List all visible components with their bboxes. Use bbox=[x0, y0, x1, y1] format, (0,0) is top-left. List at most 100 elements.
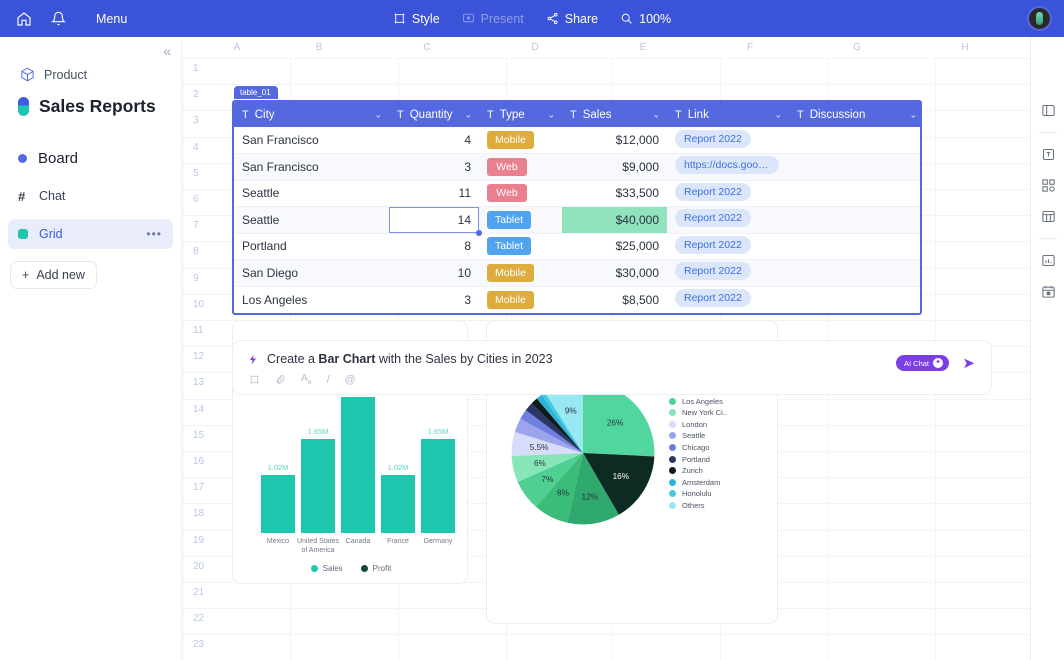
legend-item[interactable]: Others bbox=[669, 500, 727, 512]
chart-icon[interactable] bbox=[1031, 245, 1064, 276]
sidebar-item-board[interactable]: Board bbox=[8, 143, 173, 173]
cell-discussion[interactable] bbox=[789, 259, 920, 287]
column-header-d[interactable]: D bbox=[531, 42, 539, 53]
legend-item[interactable]: London bbox=[669, 419, 727, 431]
chevron-down-icon[interactable]: ⌄ bbox=[652, 109, 660, 119]
sidebar-product[interactable]: Product bbox=[0, 37, 181, 82]
bar-group[interactable]: 1.02M France bbox=[381, 463, 415, 545]
avatar[interactable] bbox=[1027, 6, 1052, 31]
cell-sales[interactable]: $33,500 bbox=[562, 180, 667, 207]
row-header-23[interactable]: 23 bbox=[193, 639, 205, 651]
pie-slice[interactable] bbox=[541, 392, 583, 453]
legend-item[interactable]: Honolulu bbox=[669, 488, 727, 500]
pie-slice[interactable] bbox=[531, 398, 583, 453]
row-header-8[interactable]: 8 bbox=[193, 246, 199, 258]
cell-type[interactable]: Tablet bbox=[479, 206, 562, 234]
cell-link[interactable]: Report 2022 bbox=[667, 286, 789, 313]
column-header-b[interactable]: B bbox=[315, 42, 323, 53]
link-pill[interactable]: Report 2022 bbox=[675, 182, 751, 201]
cell-quantity[interactable]: 8 bbox=[389, 233, 479, 260]
legend-item[interactable]: Amsterdam bbox=[669, 477, 727, 489]
cell-quantity[interactable]: 4 bbox=[389, 127, 479, 154]
cell-quantity[interactable]: 14 bbox=[389, 206, 482, 235]
link-pill[interactable]: Report 2022 bbox=[675, 235, 751, 254]
table-column-header-link[interactable]: T Link ⌄ bbox=[667, 102, 789, 127]
cell-city[interactable]: San Diego bbox=[234, 259, 389, 287]
cell-city[interactable]: San Francisco bbox=[234, 153, 389, 181]
row-header-15[interactable]: 15 bbox=[193, 429, 205, 441]
column-header-h[interactable]: H bbox=[961, 42, 969, 53]
row-header-21[interactable]: 21 bbox=[193, 587, 205, 598]
sidebar-item-chat[interactable]: # Chat bbox=[8, 181, 173, 211]
menu-button[interactable]: Menu bbox=[96, 11, 128, 26]
row-header-14[interactable]: 14 bbox=[193, 403, 205, 415]
table-column-header-city[interactable]: T City ⌄ bbox=[234, 102, 389, 127]
ai-chat-badge[interactable]: AI Chat ✦ bbox=[895, 355, 949, 371]
share-button[interactable]: Share bbox=[546, 12, 598, 26]
link-pill[interactable]: Report 2022 bbox=[675, 262, 751, 281]
bar[interactable]: 1.02M bbox=[261, 463, 295, 533]
calendar-icon[interactable] bbox=[1031, 276, 1064, 307]
cell-discussion[interactable] bbox=[789, 286, 920, 313]
pie-slice[interactable] bbox=[520, 410, 583, 453]
table-row[interactable]: Seattle 11 Web $33,500 Report 2022 bbox=[234, 180, 920, 207]
bar-group[interactable]: 2.39M Canada bbox=[341, 385, 375, 545]
row-header-7[interactable]: 7 bbox=[193, 220, 199, 232]
sidebar-item-grid[interactable]: Grid ••• bbox=[8, 219, 173, 249]
cell-link[interactable]: https://docs.goog... bbox=[667, 153, 789, 181]
cell-quantity[interactable]: 11 bbox=[389, 180, 479, 207]
cell-sales[interactable]: $9,000 bbox=[562, 153, 667, 181]
chevron-down-icon[interactable]: ⌄ bbox=[909, 109, 917, 119]
table-column-header-type[interactable]: T Type ⌄ bbox=[479, 102, 562, 127]
column-header-g[interactable]: G bbox=[853, 42, 861, 53]
cell-quantity[interactable]: 3 bbox=[389, 153, 479, 181]
column-header-e[interactable]: E bbox=[639, 42, 647, 53]
link-pill[interactable]: Report 2022 bbox=[675, 289, 751, 307]
cell-type[interactable]: Mobile bbox=[479, 286, 562, 313]
bar-group[interactable]: 1.65M United States of America bbox=[297, 427, 339, 554]
cell-sales[interactable]: $12,000 bbox=[562, 127, 667, 154]
bar-group[interactable]: 1.02M Mexico bbox=[261, 463, 295, 545]
row-header-9[interactable]: 9 bbox=[193, 272, 199, 284]
cell-discussion[interactable] bbox=[789, 127, 920, 154]
table-row[interactable]: San Francisco 4 Mobile $12,000 Report 2022 bbox=[234, 127, 920, 154]
link-pill[interactable]: Report 2022 bbox=[675, 209, 751, 228]
pie-slice[interactable] bbox=[511, 431, 583, 457]
cell-discussion[interactable] bbox=[789, 206, 920, 234]
legend-item[interactable]: Sales bbox=[310, 564, 343, 573]
bar[interactable]: 1.65M bbox=[301, 427, 335, 533]
mention-icon[interactable]: @ bbox=[344, 373, 356, 386]
pie-slice[interactable] bbox=[545, 381, 583, 453]
chevron-down-icon[interactable]: ⌄ bbox=[774, 109, 782, 119]
link-pill[interactable]: https://docs.goog... bbox=[675, 156, 779, 175]
table-icon[interactable] bbox=[1031, 201, 1064, 232]
cell-sales[interactable]: $25,000 bbox=[562, 233, 667, 260]
row-header-1[interactable]: 1 bbox=[193, 63, 199, 74]
cell-city[interactable]: San Francisco bbox=[234, 127, 389, 154]
row-header-17[interactable]: 17 bbox=[193, 482, 205, 494]
cell-city[interactable]: Portland bbox=[234, 233, 389, 260]
row-header-18[interactable]: 18 bbox=[193, 508, 205, 520]
pie-slice[interactable] bbox=[517, 453, 583, 507]
table-column-header-quantity[interactable]: T Quantity ⌄ bbox=[389, 102, 479, 127]
cell-city[interactable]: Seattle bbox=[234, 180, 389, 207]
column-header-f[interactable]: F bbox=[746, 42, 754, 53]
pie-slice[interactable] bbox=[536, 394, 583, 453]
pie-slice[interactable] bbox=[583, 381, 655, 457]
legend-item[interactable]: Los Angeles bbox=[669, 395, 727, 407]
attachment-icon[interactable] bbox=[275, 374, 286, 385]
zoom-control[interactable]: 100% bbox=[620, 12, 671, 26]
row-header-2[interactable]: 2 bbox=[193, 89, 199, 101]
column-header-c[interactable]: C bbox=[423, 42, 431, 53]
cell-link[interactable]: Report 2022 bbox=[667, 259, 789, 287]
spreadsheet-canvas[interactable]: ABCDEFGHI 123456789101112131415161718192… bbox=[182, 37, 1064, 660]
link-pill[interactable]: Report 2022 bbox=[675, 129, 751, 148]
row-header-11[interactable]: 11 bbox=[193, 325, 204, 336]
data-table[interactable]: T City ⌄ T Quantity ⌄ T Type ⌄ T Sales ⌄ T Link ⌄ T Disc… bbox=[232, 100, 922, 315]
row-header-6[interactable]: 6 bbox=[193, 194, 199, 205]
pie-slice[interactable] bbox=[511, 453, 583, 482]
ai-prompt-bar[interactable]: Create a Bar Chart with the Sales by Cit… bbox=[232, 340, 992, 395]
pie-slice[interactable] bbox=[525, 403, 583, 453]
pie-slice[interactable] bbox=[583, 453, 655, 515]
cell-discussion[interactable] bbox=[789, 180, 920, 207]
